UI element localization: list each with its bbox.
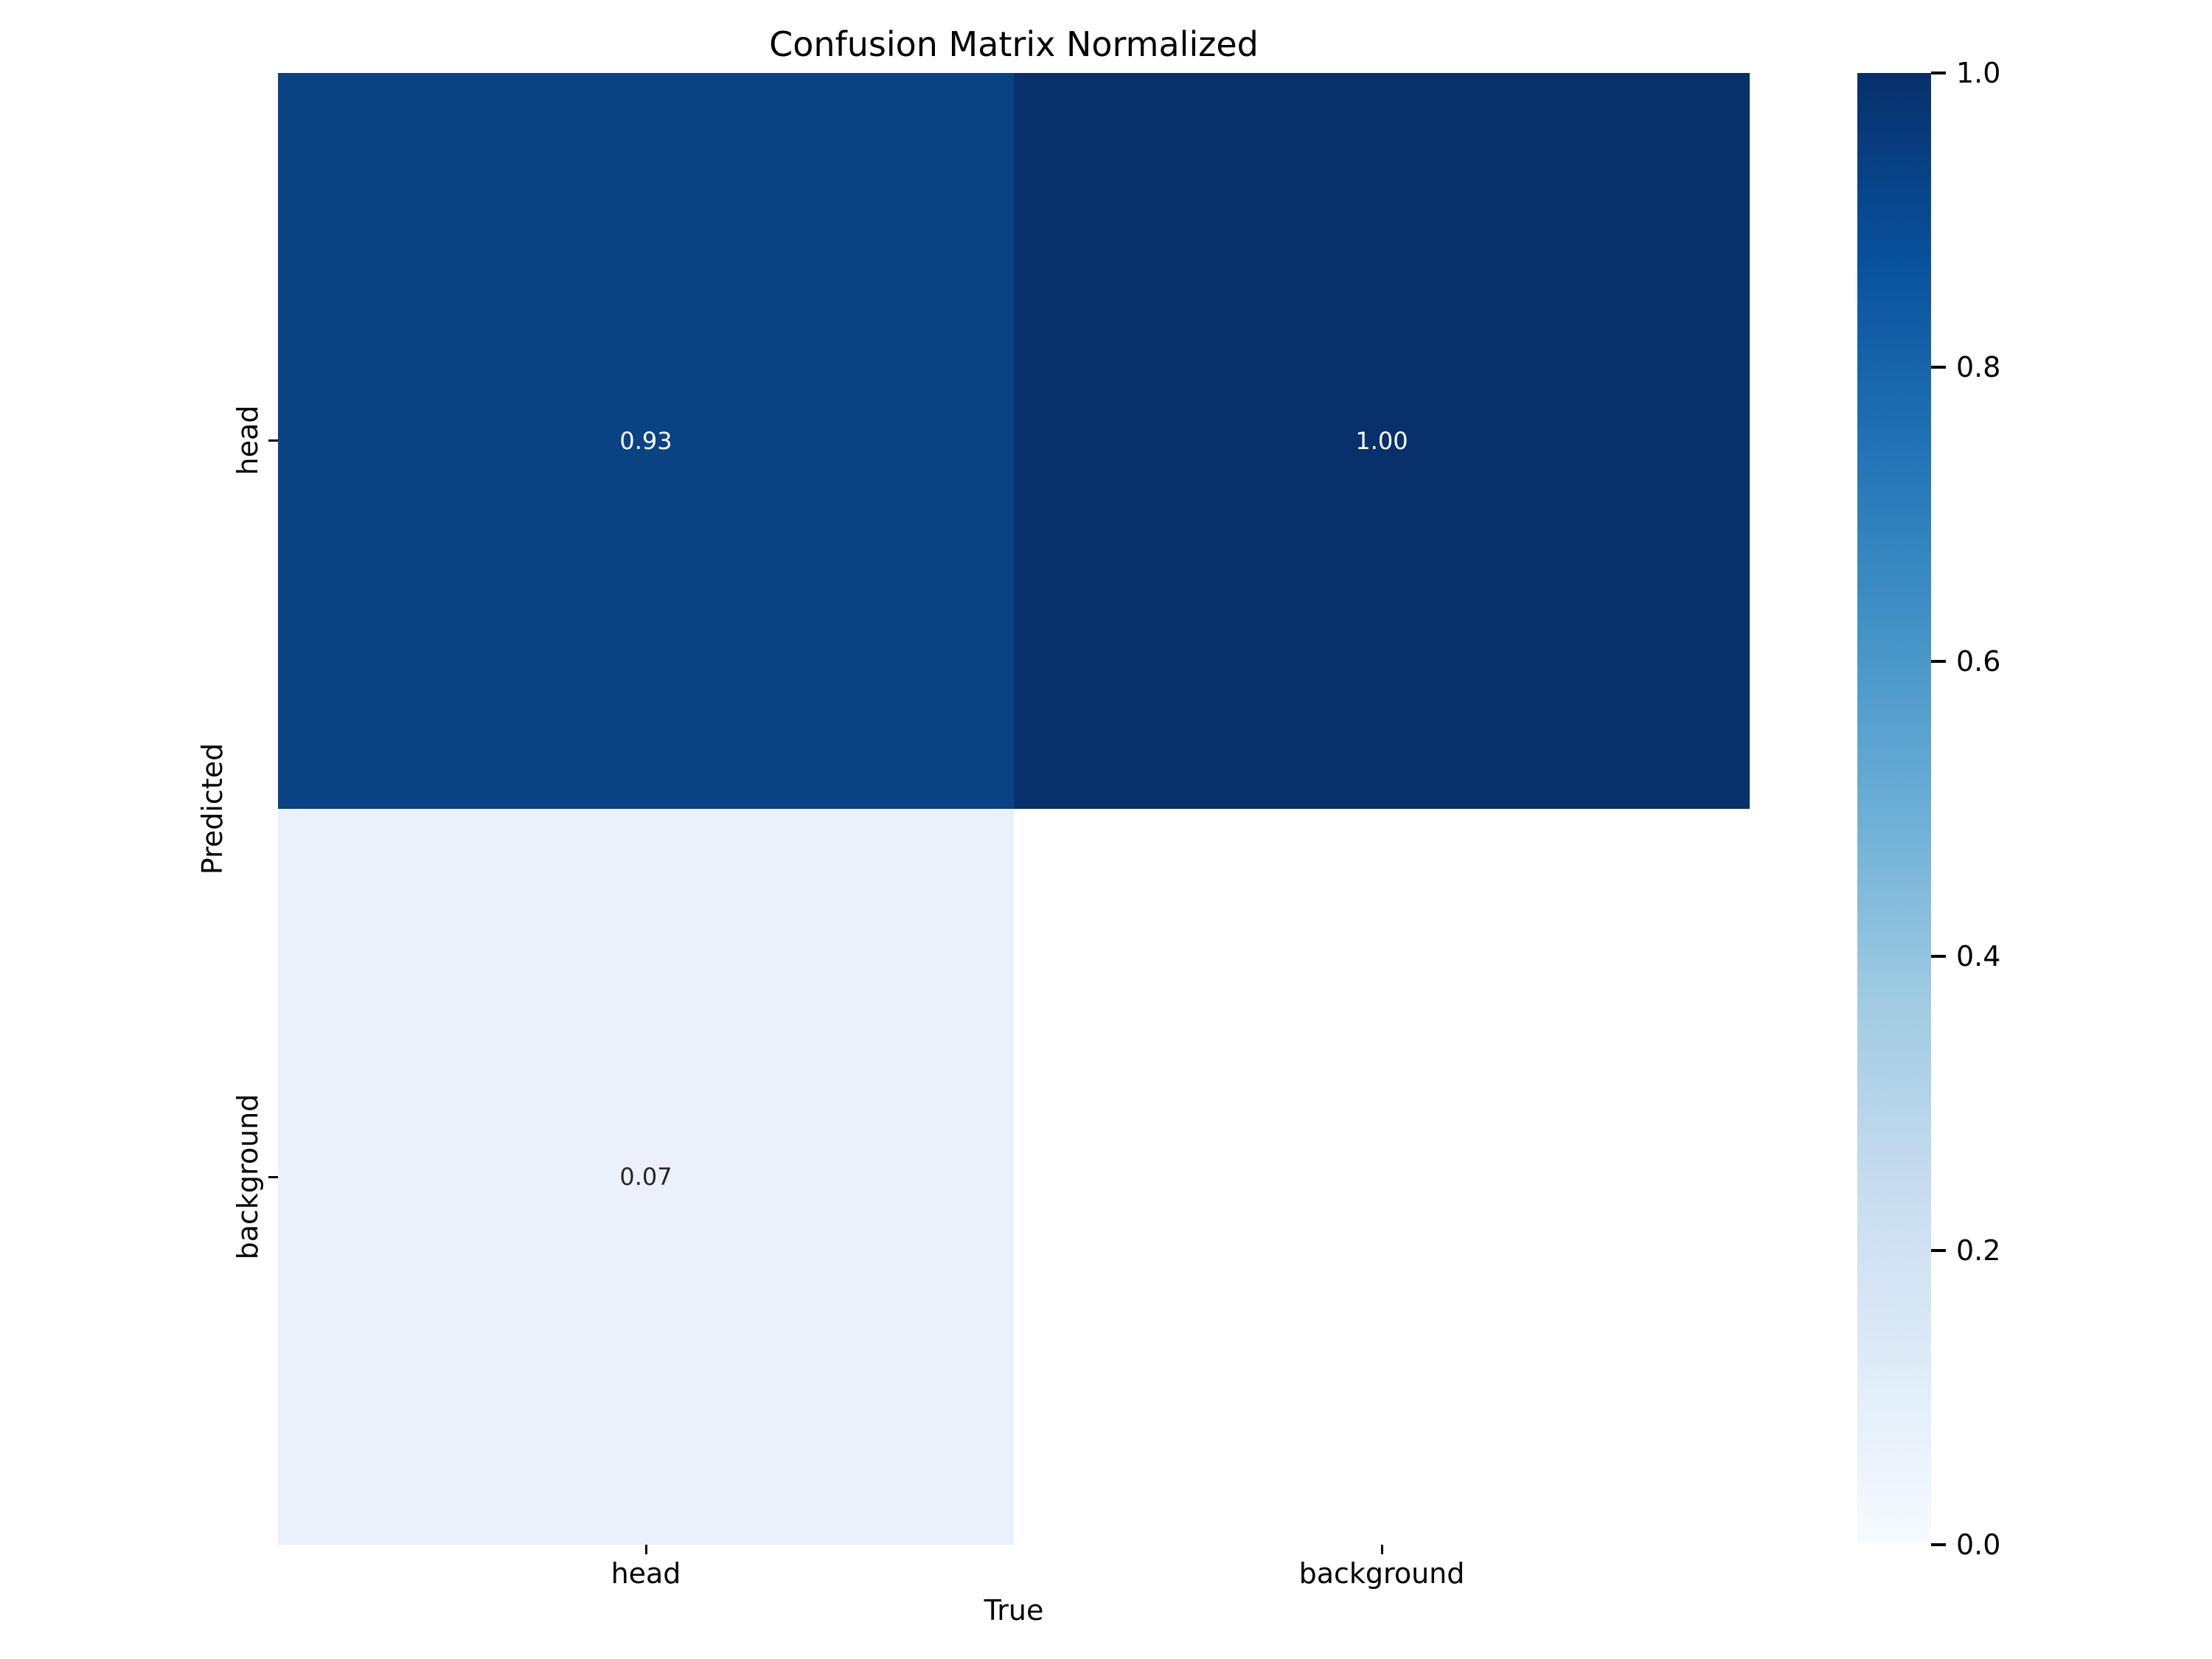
- heatmap-cell-r0c0: 0.93: [278, 73, 1014, 809]
- x-tick-label-background: background: [1298, 1557, 1465, 1590]
- colorbar-tick-mark-0.2: [1931, 1249, 1946, 1252]
- y-tick-label-head: head: [232, 405, 264, 476]
- heatmap-cell-r0c1: 1.00: [1014, 73, 1750, 809]
- heatmap-grid: 0.93 1.00 0.07: [278, 73, 1750, 1545]
- cell-value-r0c1: 1.00: [1355, 427, 1408, 455]
- colorbar-tick-label-0.0: 0.0: [1956, 1528, 2001, 1561]
- colorbar-tick-mark-0.6: [1931, 660, 1946, 663]
- x-tick-mark-background: [1381, 1545, 1383, 1554]
- y-axis-label: Predicted: [196, 742, 229, 875]
- colorbar-tick-mark-1.0: [1931, 72, 1946, 74]
- x-tick-label-head: head: [611, 1557, 681, 1590]
- colorbar-tick-label-0.2: 0.2: [1956, 1234, 2001, 1267]
- colorbar-tick-mark-0.4: [1931, 955, 1946, 958]
- colorbar: [1857, 73, 1931, 1545]
- heatmap-cell-r1c0: 0.07: [278, 809, 1014, 1545]
- colorbar-tick-mark-0.8: [1931, 366, 1946, 369]
- cell-value-r0c0: 0.93: [619, 427, 672, 455]
- x-tick-mark-head: [645, 1545, 647, 1554]
- colorbar-tick-mark-0.0: [1931, 1543, 1946, 1546]
- colorbar-tick-label-0.4: 0.4: [1956, 940, 2001, 973]
- y-tick-mark-head: [268, 439, 278, 442]
- colorbar-tick-label-0.6: 0.6: [1956, 645, 2001, 678]
- colorbar-tick-label-0.8: 0.8: [1956, 351, 2001, 383]
- chart-title: Confusion Matrix Normalized: [769, 24, 1259, 64]
- x-axis-label: True: [984, 1594, 1044, 1627]
- y-tick-label-background: background: [232, 1093, 264, 1260]
- cell-value-r1c0: 0.07: [619, 1163, 672, 1191]
- y-tick-mark-background: [268, 1176, 278, 1178]
- heatmap-cell-r1c1: [1014, 809, 1750, 1545]
- colorbar-tick-label-1.0: 1.0: [1956, 57, 2001, 89]
